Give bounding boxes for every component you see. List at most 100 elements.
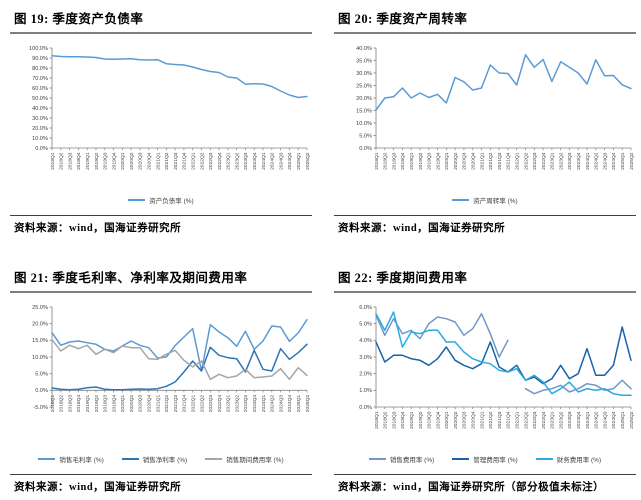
y-axis-tick-label: 15.0% <box>32 338 48 344</box>
legend-item: 销售费用率 (%) <box>368 454 434 464</box>
x-axis-tick-label: 2024Q4 <box>611 411 617 429</box>
legend-label: 销售毛利率 (%) <box>59 457 104 464</box>
legend-line-swatch <box>128 199 146 201</box>
asset-liability-chart: 0.0% 10.0% 20.0% 30.0% 40.0% 50.0% 60.0% 70.0% 8… <box>16 42 312 191</box>
series-line <box>51 338 308 381</box>
x-axis-tick-label: 2023Q1 <box>226 395 232 413</box>
x-axis-tick-label: 2025Q1 <box>620 411 626 429</box>
x-axis-tick-label: 2020Q3 <box>462 411 468 429</box>
legend-label: 销售期间费用率 (%) <box>226 457 284 464</box>
x-axis-tick-label: 2021Q1 <box>155 152 161 170</box>
x-axis-tick-label: 2024Q1 <box>261 152 267 170</box>
legend-item: 销售毛利率 (%) <box>38 454 104 464</box>
legend-label: 销售净利率 (%) <box>142 457 188 464</box>
x-axis-tick-label: 2020Q1 <box>120 152 126 170</box>
x-axis-tick-label: 2018Q2 <box>383 411 389 429</box>
title-divider <box>334 291 636 293</box>
x-axis-tick-label: 2021Q4 <box>506 411 512 429</box>
title-divider <box>334 32 636 34</box>
legend-label: 资产周转率 (%) <box>473 198 518 205</box>
x-axis-tick-label: 2020Q4 <box>147 152 153 170</box>
x-axis-tick-label: 2024Q2 <box>594 411 600 429</box>
y-axis-tick-label: 40.0% <box>32 106 48 112</box>
x-axis-tick-label: 2018Q1 <box>374 152 380 170</box>
x-axis-tick-label: 2021Q1 <box>479 152 485 170</box>
series-line <box>51 343 308 391</box>
y-axis-tick-label: 25.0% <box>32 305 48 311</box>
x-axis-tick-label: 2022Q4 <box>541 411 547 429</box>
source-note: 资料来源：wind，国海证券研究所（部分极值未标注） <box>338 482 605 493</box>
legend-item: 销售净利率 (%) <box>121 454 188 464</box>
x-axis-tick-label: 2018Q1 <box>50 395 56 413</box>
x-axis-tick-label: 2022Q2 <box>523 411 529 429</box>
panel-fig21: 图 21: 季度毛利率、净利率及期间费用率 -5.0% 0.0% 5.0% 10.0%… <box>10 267 312 494</box>
legend-line-swatch <box>205 458 223 460</box>
x-axis-tick-label: 2022Q2 <box>199 152 205 170</box>
x-axis-tick-label: 2021Q2 <box>488 152 494 170</box>
x-axis-tick-label: 2019Q1 <box>85 152 91 170</box>
x-axis-tick-label: 2023Q1 <box>550 152 556 170</box>
x-axis-tick-label: 2018Q2 <box>59 152 65 170</box>
x-axis-tick-label: 2024Q4 <box>611 152 617 170</box>
x-axis-tick-label: 2023Q4 <box>252 152 258 170</box>
x-axis-tick-label: 2022Q3 <box>208 395 214 413</box>
x-axis-tick-label: 2024Q2 <box>270 395 276 413</box>
x-axis-tick-label: 2022Q2 <box>199 395 205 413</box>
x-axis-tick-label: 2020Q4 <box>471 411 477 429</box>
panel-fig19: 图 19: 季度资产负债率 0.0% 10.0% 20.0% 30.0% 40.0% 50… <box>10 8 312 235</box>
legend-item: 财务费用率 (%) <box>535 454 601 464</box>
x-axis-tick-label: 2022Q4 <box>217 152 223 170</box>
x-axis-tick-label: 2020Q2 <box>453 411 459 429</box>
x-axis-tick-label: 2024Q2 <box>270 152 276 170</box>
y-axis-tick-label: 2.0% <box>359 372 372 378</box>
x-axis-tick-label: 2019Q3 <box>103 152 109 170</box>
x-axis-tick-label: 2019Q1 <box>409 152 415 170</box>
x-axis-tick-label: 2020Q2 <box>453 152 459 170</box>
x-axis-tick-label: 2023Q1 <box>226 152 232 170</box>
x-axis-tick-label: 2022Q1 <box>514 411 520 429</box>
x-axis-tick-label: 2024Q4 <box>287 395 293 413</box>
asset-turnover-chart: 0.0% 5.0% 10.0% 15.0% 20.0% 25.0% 30.0% 35.0% 40… <box>340 42 636 191</box>
x-axis-tick-label: 2019Q2 <box>94 152 100 170</box>
x-axis-tick-label: 2018Q2 <box>383 152 389 170</box>
source-divider <box>334 215 636 216</box>
chart-svg: 0.0% 10.0% 20.0% 30.0% 40.0% 50.0% 60.0% 70.0% 8… <box>29 46 311 170</box>
legend-item: 销售期间费用率 (%) <box>205 454 284 464</box>
chart-legend: 资产周转率 (%) <box>334 193 636 207</box>
x-axis-tick-label: 2022Q1 <box>514 152 520 170</box>
x-axis-tick-label: 2019Q4 <box>111 152 117 170</box>
x-axis-tick-label: 2018Q3 <box>391 411 397 429</box>
x-axis-tick-label: 2022Q3 <box>532 152 538 170</box>
x-axis-tick-label: 2019Q2 <box>418 411 424 429</box>
source-note: 资料来源：wind，国海证券研究所 <box>14 482 182 493</box>
x-axis-tick-label: 2021Q1 <box>155 395 161 413</box>
x-axis-tick-label: 2018Q3 <box>67 395 73 413</box>
x-axis-tick-label: 2018Q4 <box>76 395 82 413</box>
y-axis-tick-label: 70.0% <box>32 76 48 82</box>
x-axis-tick-label: 2018Q4 <box>400 152 406 170</box>
y-axis-tick-label: 5.0% <box>35 372 48 378</box>
figure-title: 图 20: 季度资产周转率 <box>338 12 468 26</box>
x-axis-tick-label: 2025Q2 <box>629 152 635 170</box>
figure-grid: 图 19: 季度资产负债率 0.0% 10.0% 20.0% 30.0% 40.0% 50… <box>10 8 636 494</box>
margin-rates-chart: -5.0% 0.0% 5.0% 10.0% 15.0% 20.0% 25.0% 2018Q1 2… <box>16 301 312 450</box>
x-axis-tick-label: 2021Q3 <box>173 152 179 170</box>
x-axis-tick-label: 2018Q2 <box>59 395 65 413</box>
x-axis-tick-label: 2022Q1 <box>190 152 196 170</box>
series-line <box>375 312 632 395</box>
x-axis-tick-label: 2022Q3 <box>208 152 214 170</box>
x-axis-tick-label: 2023Q3 <box>243 152 249 170</box>
y-axis-tick-label: 20.0% <box>356 96 372 102</box>
x-axis-tick-label: 2021Q2 <box>488 411 494 429</box>
x-axis-tick-label: 2024Q3 <box>278 152 284 170</box>
x-axis-tick-label: 2024Q1 <box>585 411 591 429</box>
x-axis-tick-label: 2021Q4 <box>182 152 188 170</box>
legend-item: 资产周转率 (%) <box>452 195 518 205</box>
x-axis-tick-label: 2019Q4 <box>435 152 441 170</box>
x-axis-tick-label: 2020Q1 <box>444 152 450 170</box>
x-axis-tick-label: 2025Q1 <box>620 152 626 170</box>
x-axis-tick-label: 2023Q2 <box>234 152 240 170</box>
source-note: 资料来源：wind，国海证券研究所 <box>14 223 182 234</box>
x-axis-tick-label: 2020Q1 <box>120 395 126 413</box>
